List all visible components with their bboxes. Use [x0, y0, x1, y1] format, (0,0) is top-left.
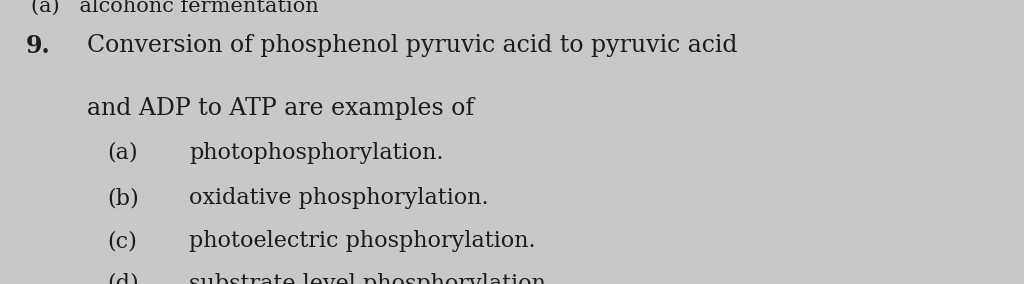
Text: photoelectric phosphorylation.: photoelectric phosphorylation.: [189, 230, 537, 252]
Text: (c): (c): [108, 230, 137, 252]
Text: Conversion of phosphenol pyruvic acid to pyruvic acid: Conversion of phosphenol pyruvic acid to…: [87, 34, 737, 57]
Text: (a): (a): [108, 142, 138, 164]
Text: (b): (b): [108, 187, 139, 209]
Text: (d): (d): [108, 273, 139, 284]
Text: photophosphorylation.: photophosphorylation.: [189, 142, 444, 164]
Text: oxidative phosphorylation.: oxidative phosphorylation.: [189, 187, 489, 209]
Text: substrate level phosphorylation.: substrate level phosphorylation.: [189, 273, 553, 284]
Text: and ADP to ATP are examples of: and ADP to ATP are examples of: [87, 97, 474, 120]
Text: (a)   alcohonc fermentation: (a) alcohonc fermentation: [31, 0, 318, 16]
Text: 9.: 9.: [26, 34, 50, 58]
